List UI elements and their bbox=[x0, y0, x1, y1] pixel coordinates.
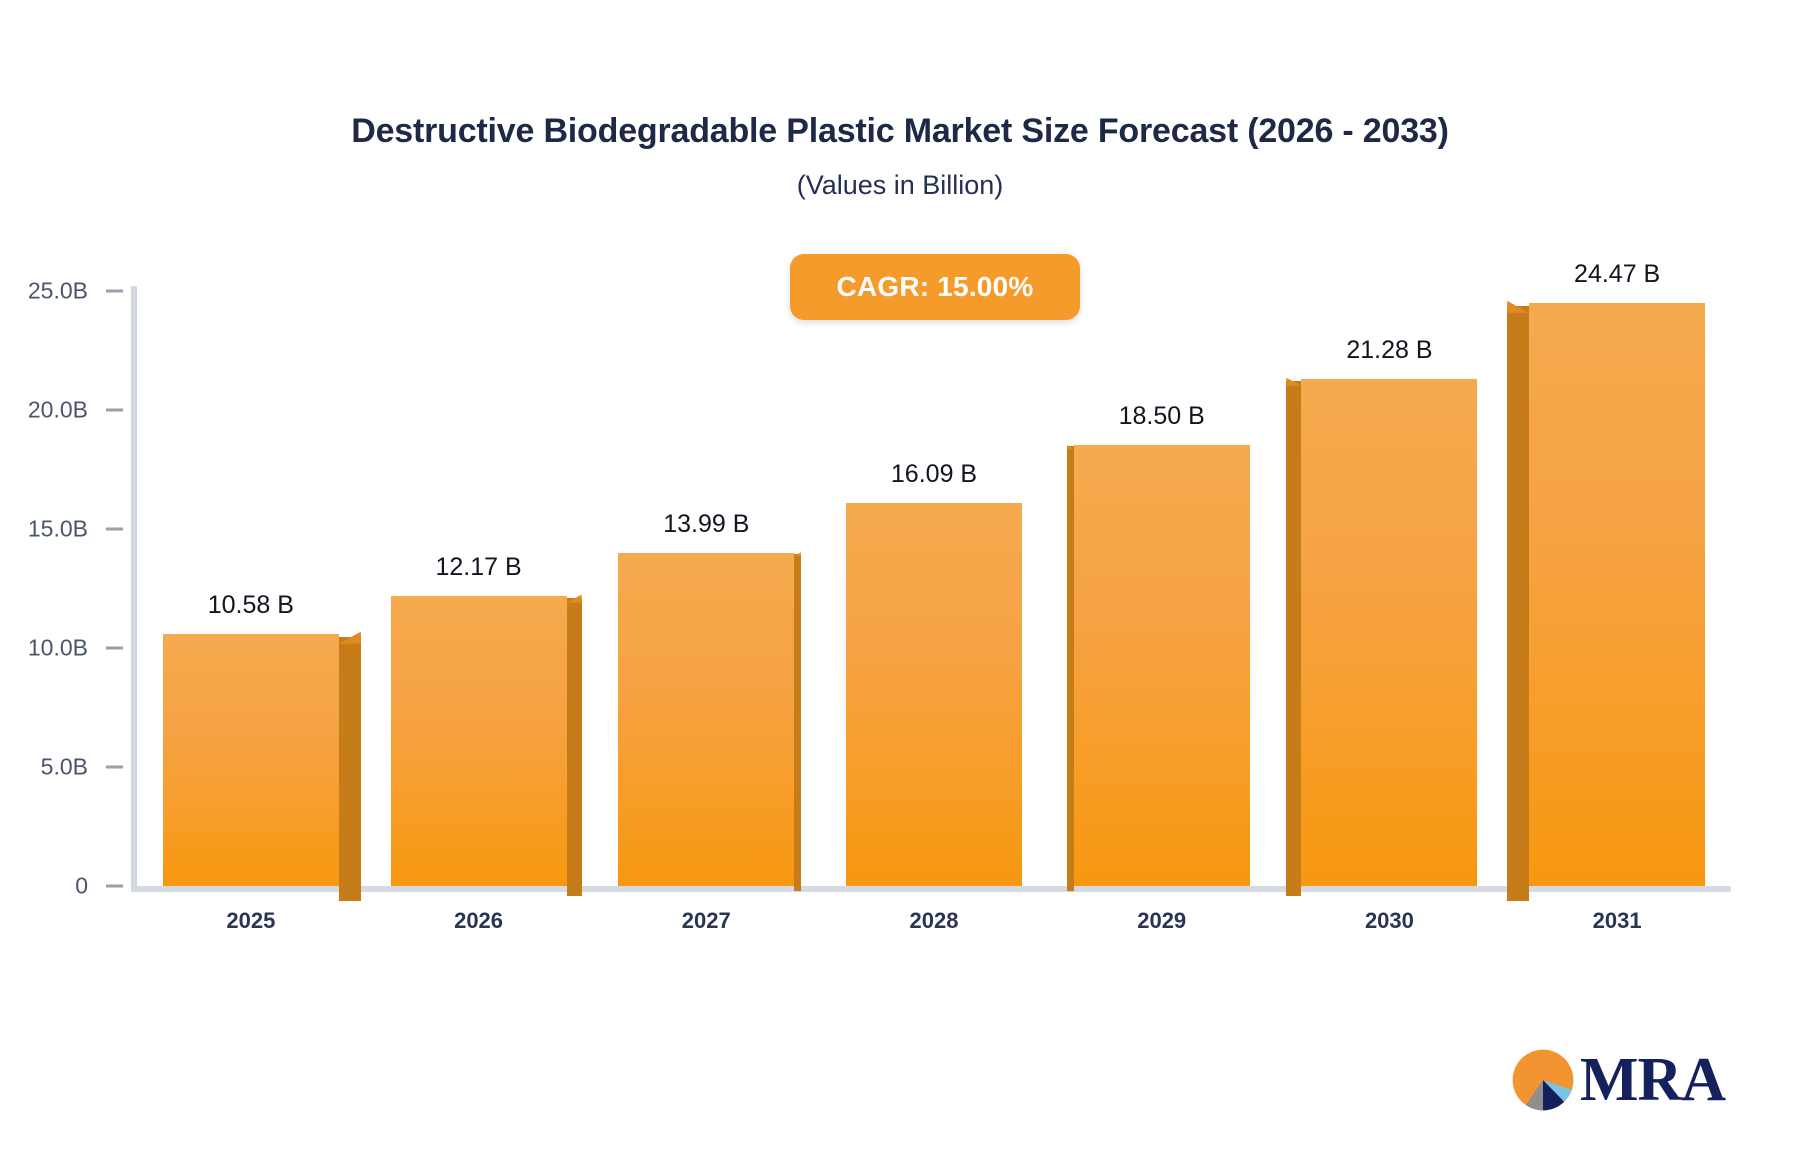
chart-title: Destructive Biodegradable Plastic Market… bbox=[351, 112, 1449, 150]
bar-front-face bbox=[1301, 379, 1478, 886]
y-axis-tick-mark bbox=[106, 527, 123, 531]
y-axis-tick-mark bbox=[106, 884, 123, 888]
y-axis-line bbox=[131, 286, 137, 890]
y-axis-tick-label: 0 bbox=[75, 872, 88, 899]
cagr-badge: CAGR: 15.00% bbox=[790, 254, 1080, 320]
bar-front-face bbox=[390, 596, 567, 886]
y-axis-tick-label: 25.0B bbox=[27, 277, 88, 304]
y-axis-tick-mark bbox=[106, 765, 123, 769]
bar-side-face bbox=[338, 637, 361, 901]
bar-front-face bbox=[618, 552, 795, 886]
bar-front-face bbox=[846, 502, 1022, 886]
x-axis-tick-label-2025: 2025 bbox=[226, 908, 276, 933]
y-axis-tick-mark bbox=[106, 289, 123, 293]
bar-side-face bbox=[1066, 446, 1074, 891]
bar-top-face bbox=[1066, 444, 1074, 449]
x-axis-tick-label-2028: 2028 bbox=[909, 908, 959, 933]
bar-value-label-2031: 24.47 B bbox=[1574, 260, 1661, 289]
bar-value-label-2026: 12.17 B bbox=[435, 553, 522, 582]
bar-side-face bbox=[794, 553, 802, 891]
bar-side-face bbox=[566, 598, 582, 896]
bar-top-face bbox=[1286, 377, 1302, 386]
bar-value-label-2025: 10.58 B bbox=[207, 591, 294, 620]
bar-value-label-2027: 13.99 B bbox=[663, 509, 750, 538]
x-axis-line bbox=[131, 886, 1731, 892]
x-axis-tick-label-2030: 2030 bbox=[1364, 908, 1414, 933]
x-axis-tick-label-2029: 2029 bbox=[1137, 908, 1187, 933]
bar-front-face bbox=[1529, 303, 1706, 886]
bar-value-label-2030: 21.28 B bbox=[1346, 336, 1433, 365]
bar-front-face bbox=[1073, 445, 1250, 886]
y-axis-tick-label: 10.0B bbox=[27, 634, 88, 661]
y-axis-tick-label: 20.0B bbox=[27, 396, 88, 423]
bar-top-face bbox=[566, 594, 582, 603]
bar-front-face bbox=[162, 634, 339, 886]
y-axis-tick-mark bbox=[106, 408, 123, 412]
chart-subtitle: (Values in Billion) bbox=[796, 170, 1004, 200]
bar-value-label-2028: 16.09 B bbox=[890, 459, 978, 488]
y-axis-tick-label: 15.0B bbox=[27, 515, 88, 542]
y-axis-tick-label: 5.0B bbox=[40, 753, 88, 780]
x-axis-tick-label-2026: 2026 bbox=[454, 908, 504, 933]
bar-value-label-2029: 18.50 B bbox=[1118, 402, 1205, 431]
y-axis-tick-mark bbox=[106, 646, 123, 650]
pie-chart-icon bbox=[1512, 1049, 1574, 1111]
bar-side-face bbox=[1286, 381, 1302, 896]
brand-logo: MRA bbox=[1510, 1040, 1726, 1120]
bar-top-face bbox=[794, 552, 802, 557]
logo-text: MRA bbox=[1580, 1046, 1726, 1114]
x-axis-tick-label-2027: 2027 bbox=[681, 908, 731, 933]
bar-side-face bbox=[1507, 306, 1530, 901]
x-axis-tick-label-2031: 2031 bbox=[1592, 908, 1642, 933]
